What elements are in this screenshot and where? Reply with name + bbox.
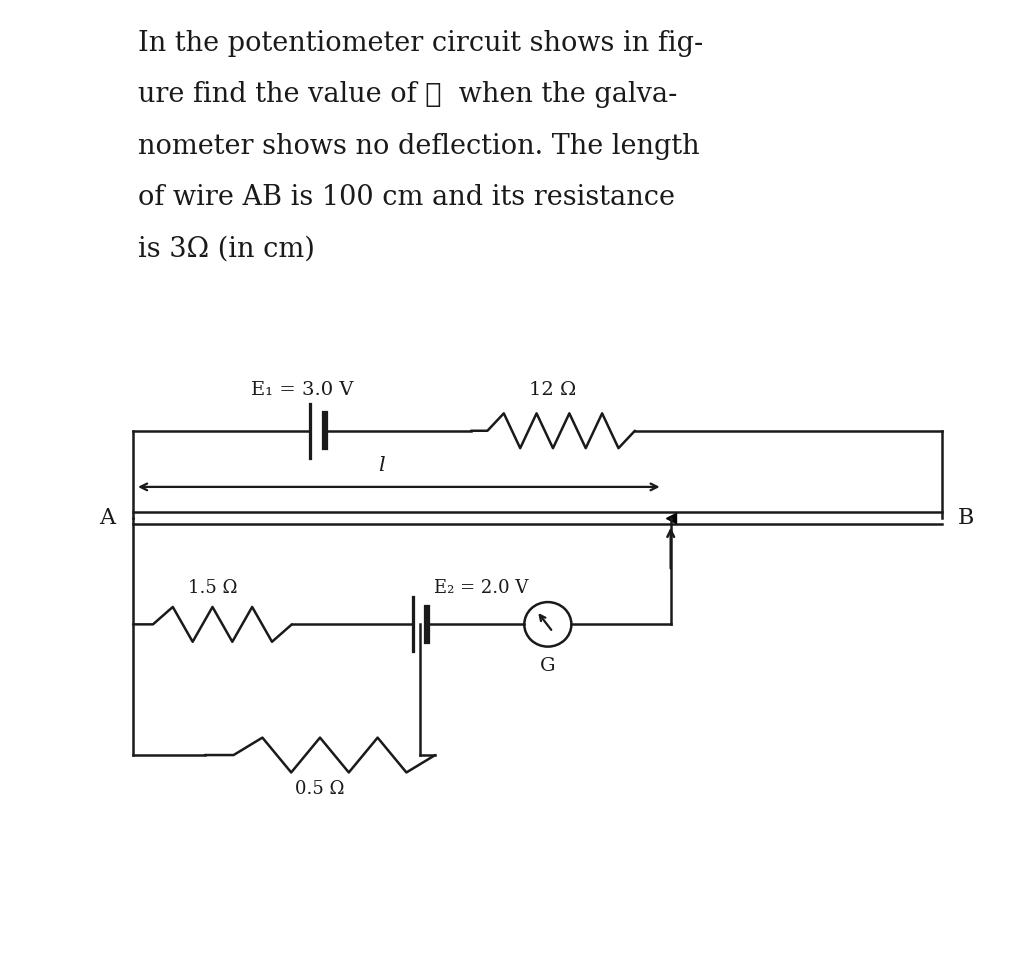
- Text: nometer shows no deflection. The length: nometer shows no deflection. The length: [138, 133, 699, 160]
- Text: is 3Ω (in cm): is 3Ω (in cm): [138, 235, 315, 262]
- Text: B: B: [957, 507, 974, 529]
- Text: In the potentiometer circuit shows in fig-: In the potentiometer circuit shows in fi…: [138, 30, 703, 57]
- Text: E₂ = 2.0 V: E₂ = 2.0 V: [434, 579, 528, 596]
- Text: 1.5 Ω: 1.5 Ω: [187, 579, 238, 596]
- Text: A: A: [98, 507, 115, 529]
- Text: 12 Ω: 12 Ω: [529, 381, 577, 399]
- Text: E₁ = 3.0 V: E₁ = 3.0 V: [251, 381, 353, 399]
- Text: 0.5 Ω: 0.5 Ω: [295, 780, 345, 798]
- Text: of wire AB is 100 cm and its resistance: of wire AB is 100 cm and its resistance: [138, 184, 675, 211]
- Text: G: G: [540, 657, 556, 675]
- Text: ure find the value of ℓ  when the galva-: ure find the value of ℓ when the galva-: [138, 81, 678, 108]
- Text: l: l: [378, 456, 385, 475]
